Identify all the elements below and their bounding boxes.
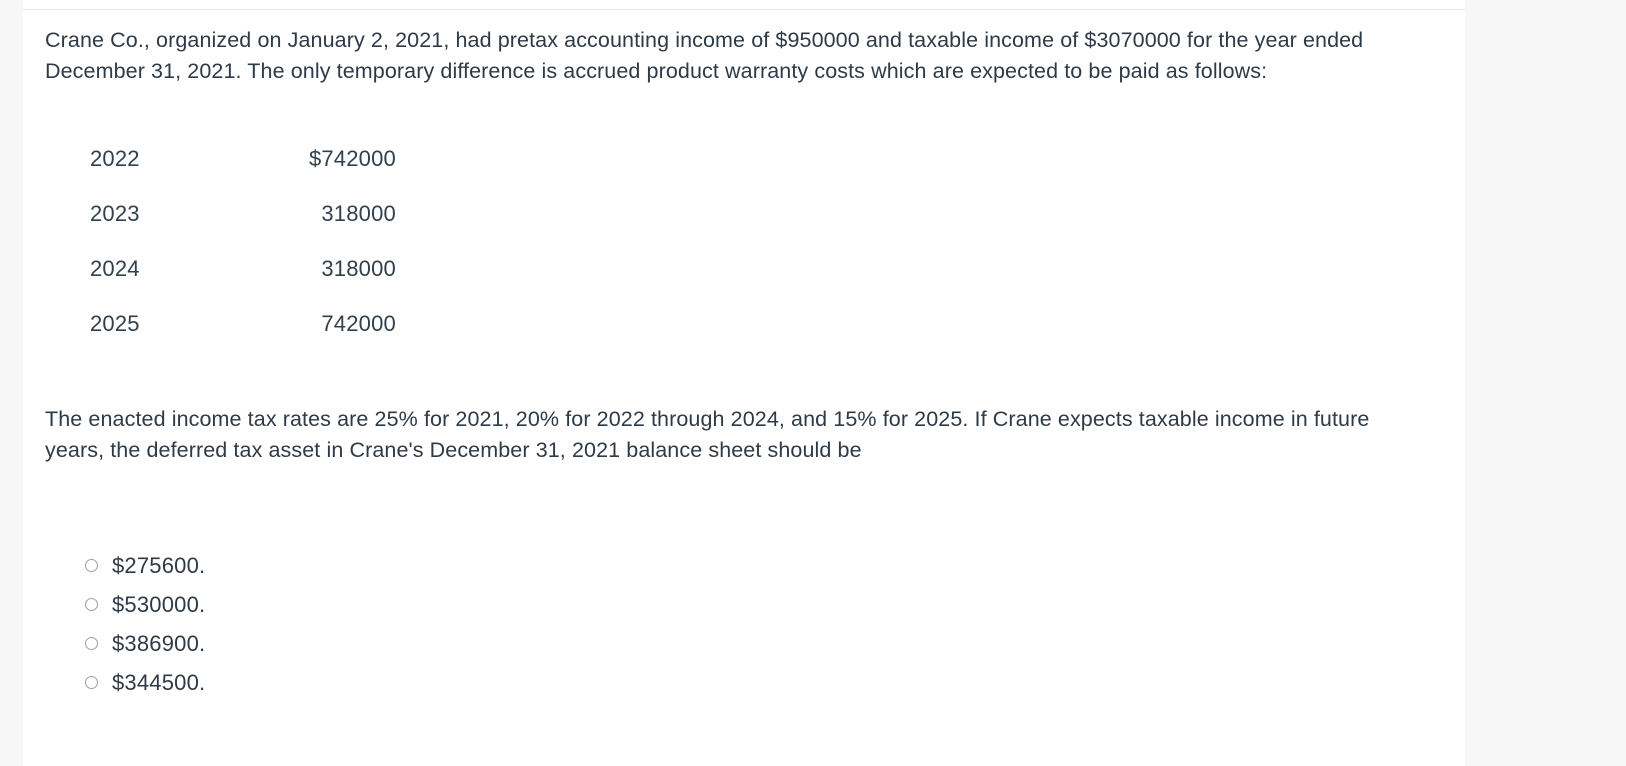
answer-options-group: $275600. $530000. $386900. $344500.: [85, 546, 205, 702]
table-row: 2023 318000: [90, 186, 396, 241]
answer-option-label: $344500.: [112, 669, 206, 695]
schedule-amount: 318000: [321, 200, 396, 226]
question-paragraph-1: Crane Co., organized on January 2, 2021,…: [45, 28, 1364, 83]
table-row: 2022 $742000: [90, 131, 396, 186]
question-stem: Crane Co., organized on January 2, 2021,…: [45, 25, 1400, 87]
answer-option-label: $275600.: [112, 552, 206, 578]
radio-button-icon[interactable]: [85, 559, 98, 572]
warranty-payment-schedule-table: 2022 $742000 2023 318000 2024 318000 202…: [90, 131, 396, 351]
schedule-body: 2022 $742000 2023 318000 2024 318000 202…: [90, 131, 396, 351]
panel-top-divider: [23, 9, 1465, 10]
schedule-year: 2025: [90, 310, 140, 336]
table-row: 2025 742000: [90, 296, 396, 351]
schedule-year: 2022: [90, 145, 140, 171]
answer-option-2[interactable]: $530000.: [85, 585, 205, 624]
answer-option-3[interactable]: $386900.: [85, 624, 205, 663]
radio-button-icon[interactable]: [85, 676, 98, 689]
table-row: 2024 318000: [90, 241, 396, 296]
schedule-year: 2023: [90, 200, 140, 226]
answer-option-label: $530000.: [112, 591, 206, 617]
schedule-amount: 742000: [321, 310, 396, 336]
question-paragraph-2: The enacted income tax rates are 25% for…: [45, 407, 1370, 462]
question-content-panel: [23, 0, 1465, 766]
schedule-amount: 318000: [321, 255, 396, 281]
schedule-amount: $742000: [308, 145, 396, 171]
answer-option-4[interactable]: $344500.: [85, 663, 205, 702]
radio-button-icon[interactable]: [85, 637, 98, 650]
answer-option-label: $386900.: [112, 630, 206, 656]
answer-option-1[interactable]: $275600.: [85, 546, 205, 585]
radio-button-icon[interactable]: [85, 598, 98, 611]
schedule-year: 2024: [90, 255, 140, 281]
